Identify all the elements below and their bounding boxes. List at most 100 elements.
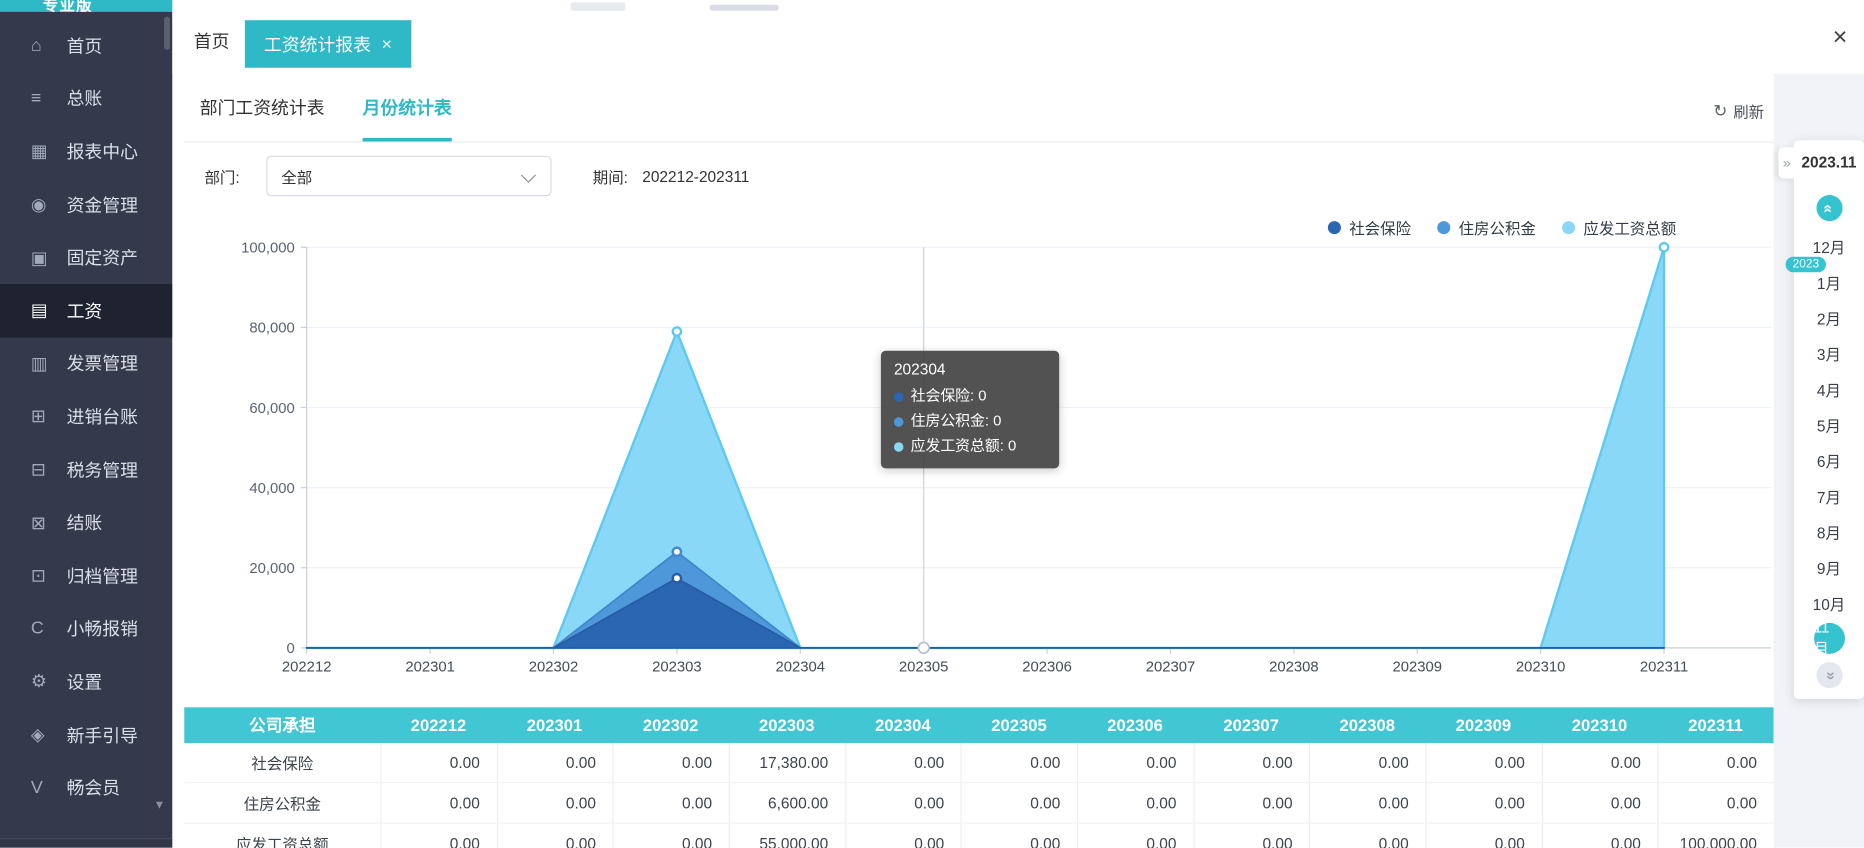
sidebar-scroll-down-icon[interactable]: ▼ <box>153 798 166 812</box>
month-item-4月[interactable]: 4月 <box>1794 371 1864 407</box>
sidebar-item-ledger[interactable]: ≡ 总账 <box>0 72 172 125</box>
tooltip-title: 202304 <box>893 360 946 379</box>
month-item-5月[interactable]: 5月 <box>1794 407 1864 443</box>
filter-bar: 部门: 全部 期间: 202212-202311 <box>184 155 1773 198</box>
legend-item[interactable]: 应发工资总额 <box>1562 216 1676 239</box>
table-header-cell: 202310 <box>1571 715 1628 735</box>
fixed-assets-icon: ▣ <box>30 248 48 269</box>
table-cell: 0.00 <box>1193 823 1310 848</box>
sidebar-item-reimburse[interactable]: C 小畅报销 <box>0 602 172 655</box>
subtab-department-salary[interactable]: 部门工资统计表 <box>199 98 325 119</box>
sidebar-item-label: 结账 <box>66 513 103 534</box>
refresh-button[interactable]: ↻ 刷新 <box>1713 100 1764 123</box>
sidebar-item-label: 设置 <box>66 672 103 693</box>
sidebar-item-home[interactable]: ⌂ 首页 <box>0 19 172 72</box>
table-cell: 0.00 <box>960 783 1078 824</box>
month-item-12月[interactable]: 12月 <box>1794 228 1864 264</box>
table-cell: 社会保险 <box>184 742 381 784</box>
month-item-8月[interactable]: 8月 <box>1794 514 1864 550</box>
svg-text:202302: 202302 <box>529 660 579 676</box>
sidebar-item-label: 首页 <box>66 36 103 57</box>
table-cell: 0.00 <box>1077 783 1194 824</box>
scroll-months-down-button[interactable]: « <box>1815 662 1843 689</box>
legend-item[interactable]: 社会保险 <box>1327 216 1411 239</box>
department-select[interactable]: 全部 <box>265 155 552 197</box>
month-item-11月[interactable]: 11月 <box>1794 618 1864 657</box>
sidebar-item-label: 畅会员 <box>66 778 121 799</box>
tab-home[interactable]: 首页 <box>193 32 230 53</box>
sidebar-item-inventory[interactable]: ⊞ 进销台账 <box>0 390 172 443</box>
table-cell: 0.00 <box>1193 783 1310 824</box>
month-item-label: 9月 <box>1816 559 1841 578</box>
sidebar-item-settings[interactable]: ⚙ 设置 <box>0 655 172 708</box>
sidebar-item-assets[interactable]: ▣ 固定资产 <box>0 231 172 284</box>
table-header-cell: 202301 <box>526 715 583 735</box>
sidebar-item-archive[interactable]: ⊡ 归档管理 <box>0 549 172 602</box>
sidebar-item-guide[interactable]: ◈ 新手引导 <box>0 708 172 761</box>
department-select-value: 全部 <box>281 168 313 187</box>
month-item-label: 5月 <box>1816 416 1841 435</box>
month-item-1月[interactable]: 1月 <box>1794 264 1864 300</box>
salary-chart[interactable]: 0 20,000 40,000 60,000 80,000 100,000 202212 20… <box>184 238 1773 680</box>
table-cell: 0.00 <box>1425 783 1542 824</box>
tooltip-row-text: 住房公积金: 0 <box>910 412 1002 430</box>
month-item-label: 12月 <box>1812 238 1846 257</box>
sidebar-item-reports[interactable]: ▦ 报表中心 <box>0 125 172 178</box>
svg-text:202303: 202303 <box>652 660 702 676</box>
table-cell: 0.00 <box>844 783 961 824</box>
month-item-6月[interactable]: 6月 <box>1794 442 1864 478</box>
month-item-label: 10月 <box>1812 594 1846 613</box>
tooltip-row-text: 应发工资总额: 0 <box>910 437 1017 455</box>
sidebar-scrollbar[interactable] <box>164 16 170 50</box>
sidebar-item-member[interactable]: V 畅会员 <box>0 761 172 814</box>
table-cell: 0.00 <box>380 742 497 784</box>
month-item-label: 4月 <box>1816 381 1841 399</box>
archive-icon: ⊡ <box>30 566 46 587</box>
month-item-2月[interactable]: 2月 <box>1794 300 1864 336</box>
unpin-button[interactable]: ⇤ 取消固定 <box>0 838 173 848</box>
table-cell: 0.00 <box>844 742 961 784</box>
scroll-months-up-button[interactable]: « <box>1815 194 1843 222</box>
svg-text:20,000: 20,000 <box>249 561 294 577</box>
sidebar-item-salary[interactable]: ▤ 工资 <box>0 284 173 338</box>
general-ledger-icon: ≡ <box>30 88 42 109</box>
subtab-month-statistics[interactable]: 月份统计表 <box>362 74 452 142</box>
current-period: 2023.11 <box>1801 153 1857 172</box>
topbar-fragment <box>570 2 626 11</box>
sidebar-item-funds[interactable]: ◉ 资金管理 <box>0 178 172 231</box>
sidebar-item-label: 工资 <box>66 301 103 322</box>
month-item-10月[interactable]: 10月 <box>1794 585 1864 621</box>
table-cell: 0.00 <box>1193 742 1310 784</box>
table-row: 住房公积金 0.00 0.00 0.00 6,600.00 0.00 0.00 0.00 0.0… <box>184 783 1774 824</box>
inventory-ledger-icon: ⊞ <box>30 407 46 428</box>
tab-close-icon[interactable]: × <box>381 33 393 55</box>
month-item-9月[interactable]: 9月 <box>1794 549 1864 585</box>
sidebar-item-tax[interactable]: ⊟ 税务管理 <box>0 443 172 496</box>
legend-dot-icon <box>1327 221 1341 235</box>
double-chevron-down-icon: « <box>1820 670 1838 680</box>
sidebar-item-closing[interactable]: ⊠ 结账 <box>0 496 172 549</box>
sidebar-item-label: 资金管理 <box>66 195 138 216</box>
invoice-icon: ▥ <box>30 354 48 375</box>
sidebar-item-invoice[interactable]: ▥ 发票管理 <box>0 337 172 390</box>
close-icon[interactable]: × <box>1832 23 1848 52</box>
table-header-cell: 202305 <box>991 715 1047 735</box>
tab-salary-report[interactable]: 工资统计报表 × <box>244 20 412 68</box>
collapse-panel-icon[interactable]: » <box>1778 147 1796 179</box>
month-item-3月[interactable]: 3月 <box>1794 335 1864 371</box>
table-cell: 0.00 <box>1541 783 1658 824</box>
svg-text:202212: 202212 <box>282 660 332 676</box>
table-cell: 0.00 <box>1541 742 1658 784</box>
sidebar-item-label: 归档管理 <box>66 566 138 587</box>
svg-text:202306: 202306 <box>1022 660 1072 676</box>
table-cell: 0.00 <box>1425 742 1542 784</box>
month-item-7月[interactable]: 7月 <box>1794 478 1864 514</box>
table-cell: 0.00 <box>1541 823 1658 848</box>
sidebar-item-label: 进销台账 <box>66 407 138 428</box>
legend-item[interactable]: 住房公积金 <box>1437 216 1536 239</box>
tab-bar: 首页 工资统计报表 × × <box>172 11 1864 74</box>
tooltip-series-dot-icon <box>893 441 904 452</box>
svg-text:80,000: 80,000 <box>249 321 294 337</box>
member-icon: V <box>30 777 43 798</box>
